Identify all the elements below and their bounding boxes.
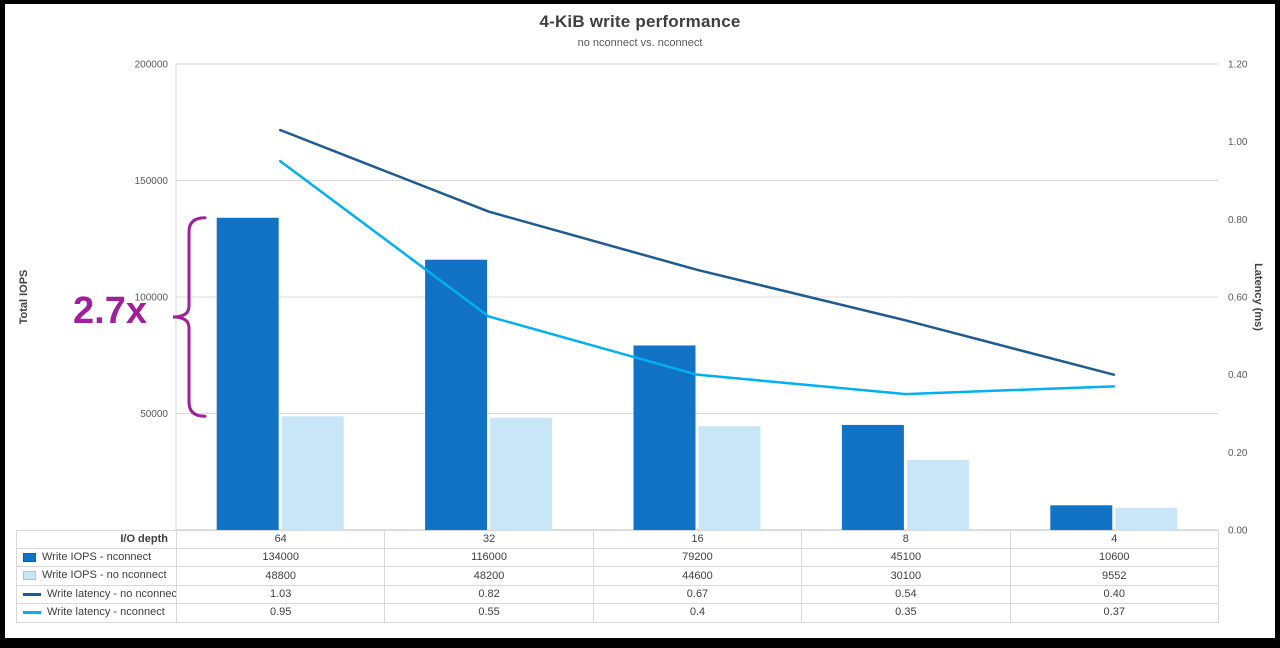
chart-background: 4-KiB write performance no nconnect vs. … xyxy=(5,4,1275,638)
table-row-write-latency-no-nconnect: Write latency - no nconnect 1.03 0.82 0.… xyxy=(16,584,1219,605)
table-cell: 44600 xyxy=(592,566,803,586)
table-cell: 79200 xyxy=(592,547,803,568)
legend-key-write-latency-nconnect-icon xyxy=(23,611,41,615)
table-cell: 0.40 xyxy=(1009,584,1219,605)
table-cell: 32 xyxy=(384,530,594,549)
table-cell: 0.55 xyxy=(384,603,594,623)
chart-subtitle: no nconnect vs. nconnect xyxy=(577,37,703,49)
table-row-write-iops-no-nconnect: Write IOPS - no nconnect 48800 48200 446… xyxy=(16,566,1219,586)
bar-write-iops-no-nconnect xyxy=(1115,507,1178,530)
bar-write-iops-nconnect xyxy=(425,259,488,530)
legend-key-write-iops-no-nconnect-icon xyxy=(23,571,36,581)
right-axis-tick-label: 1.20 xyxy=(1228,60,1248,71)
table-cell: 0.82 xyxy=(384,584,594,605)
table-cell: 0.54 xyxy=(801,584,1011,605)
right-axis-tick-label: 0.20 xyxy=(1228,448,1248,459)
series-label: Write IOPS - no nconnect xyxy=(42,569,167,582)
bar-write-iops-no-nconnect xyxy=(698,426,761,530)
table-cell: 0.95 xyxy=(175,603,386,623)
series-label-cell: Write latency - nconnect xyxy=(16,603,177,623)
bar-write-iops-nconnect xyxy=(1050,505,1113,530)
bar-write-iops-nconnect xyxy=(216,217,279,530)
chart-plot-area: 200000 150000 100000 50000 1.20 1.00 0.80 0.60 0… xyxy=(18,60,1264,537)
series-label-cell: Write IOPS - nconnect xyxy=(16,547,177,568)
series-label-cell: Write IOPS - no nconnect xyxy=(16,566,177,586)
table-cell: 10600 xyxy=(1009,547,1219,568)
bar-write-iops-nconnect xyxy=(633,345,696,530)
table-cell: 8 xyxy=(801,530,1011,549)
chart-data-table: I/O depth 64 32 16 8 4 Write IOPS - ncon… xyxy=(16,530,1219,623)
bar-write-iops-no-nconnect xyxy=(490,417,553,530)
table-cell: 4 xyxy=(1009,530,1219,549)
bar-write-iops-no-nconnect xyxy=(281,416,344,530)
ratio-brace xyxy=(172,216,207,418)
legend-key-write-iops-nconnect-icon xyxy=(23,553,36,562)
table-row-write-iops-nconnect: Write IOPS - nconnect 134000 116000 7920… xyxy=(16,547,1219,568)
ratio-annotation: 2.7x xyxy=(73,290,147,333)
table-cell: 9552 xyxy=(1009,566,1219,586)
series-label: Write latency - nconnect xyxy=(47,606,165,619)
table-cell: 16 xyxy=(592,530,803,549)
table-cell: 48800 xyxy=(175,566,386,586)
bar-write-iops-nconnect xyxy=(841,424,904,530)
right-axis-tick-label: 0.80 xyxy=(1228,215,1248,226)
bar-write-iops-no-nconnect xyxy=(906,459,969,530)
line-write-latency-nconnect xyxy=(278,159,1116,396)
series-label: Write IOPS - nconnect xyxy=(42,551,152,563)
legend-key-write-latency-no-nconnect-icon xyxy=(23,592,41,596)
right-axis-tick-label: 0.00 xyxy=(1228,526,1248,537)
table-cell: 64 xyxy=(175,530,386,549)
table-row-io-depth: I/O depth 64 32 16 8 4 xyxy=(16,530,1219,549)
right-axis-tick-label: 0.40 xyxy=(1228,370,1248,381)
table-cell: 48200 xyxy=(384,566,594,586)
right-axis-tick-label: 0.60 xyxy=(1228,293,1248,304)
right-axis-title: Latency (ms) xyxy=(1252,263,1264,331)
table-cell: 0.37 xyxy=(1009,603,1219,623)
right-axis-tick-label: 1.00 xyxy=(1228,137,1248,148)
line-write-latency-no-nconnect xyxy=(278,128,1116,376)
left-axis-tick-label: 50000 xyxy=(140,409,168,420)
table-cell: 116000 xyxy=(384,547,594,568)
table-row-write-latency-nconnect: Write latency - nconnect 0.95 0.55 0.4 0… xyxy=(16,603,1219,623)
chart-title: 4-KiB write performance xyxy=(539,12,741,31)
left-axis-title: Total IOPS xyxy=(18,270,30,325)
io-depth-label: I/O depth xyxy=(16,530,177,549)
series-label-cell: Write latency - no nconnect xyxy=(16,584,177,605)
table-cell: 30100 xyxy=(801,566,1011,586)
table-cell: 1.03 xyxy=(175,584,386,605)
table-cell: 134000 xyxy=(175,547,386,568)
table-cell: 0.4 xyxy=(592,603,803,623)
table-cell: 45100 xyxy=(801,547,1011,568)
left-axis-tick-label: 100000 xyxy=(135,293,169,304)
left-axis-tick-label: 200000 xyxy=(135,60,169,71)
series-label: Write latency - no nconnect xyxy=(47,587,177,600)
table-cell: 0.35 xyxy=(801,603,1011,623)
left-axis-tick-label: 150000 xyxy=(135,176,169,187)
table-cell: 0.67 xyxy=(592,584,803,605)
